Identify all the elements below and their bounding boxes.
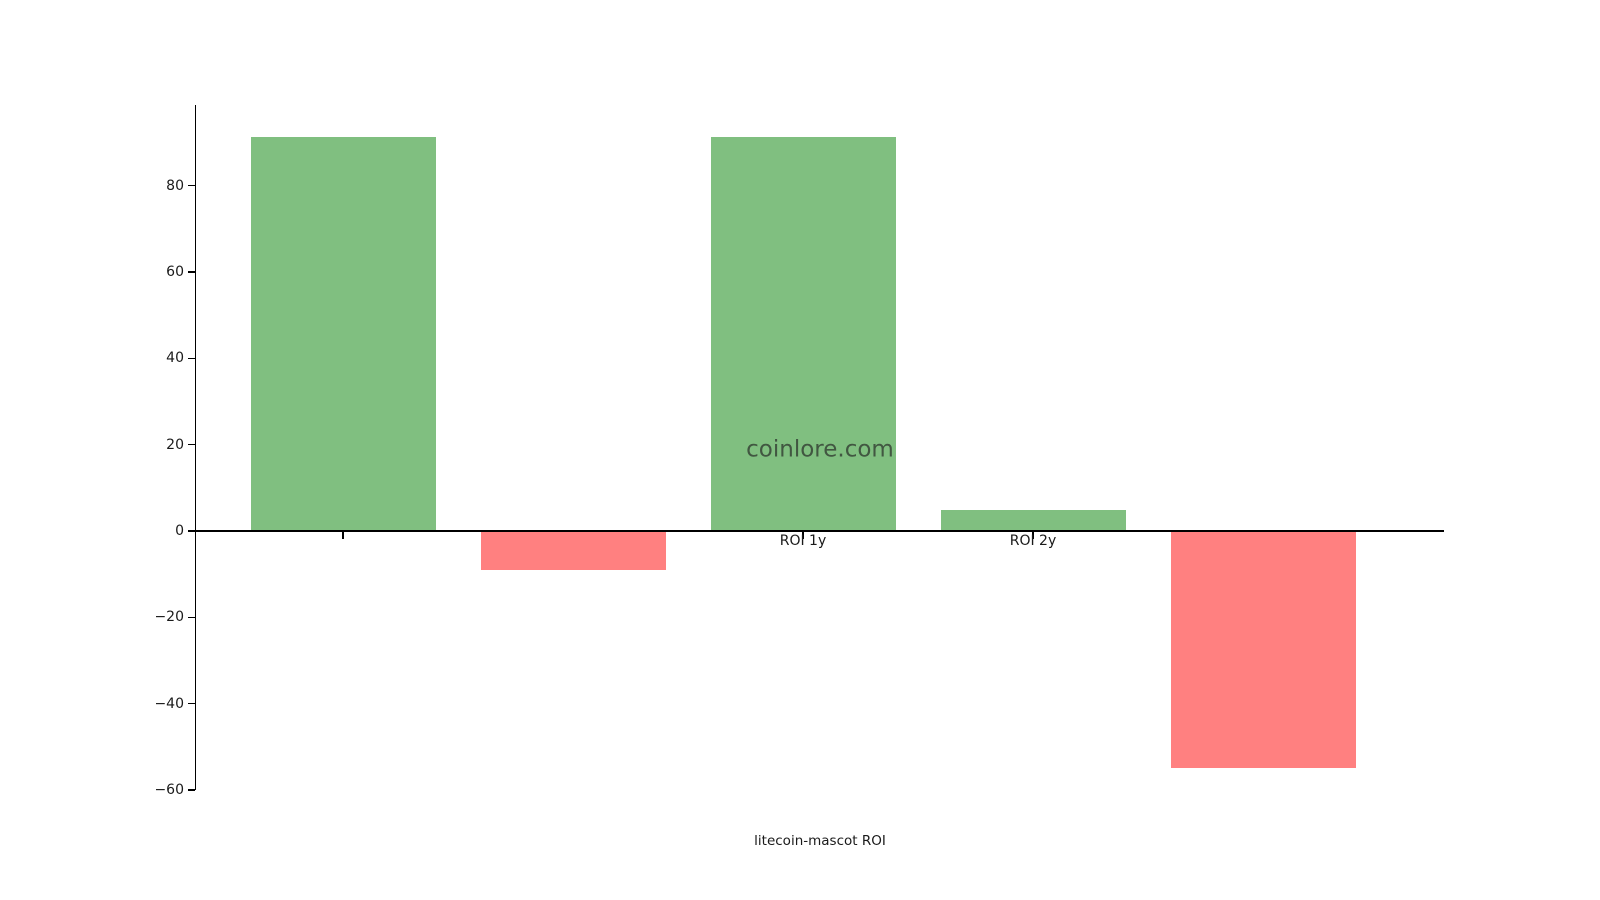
- bar-0: [250, 137, 436, 531]
- y-tick-label-5: −20: [154, 609, 184, 626]
- y-tick-label-7: −60: [154, 781, 184, 798]
- y-tick-label-6: −40: [154, 695, 184, 712]
- y-tick-mark-0: [187, 185, 195, 187]
- y-tick-mark-6: [187, 702, 195, 705]
- x-tick-label-2: ROI 1y: [779, 533, 827, 549]
- y-tick-label-1: 60: [166, 264, 184, 281]
- y-tick-mark-1: [187, 271, 195, 273]
- bar-2: [710, 137, 896, 531]
- y-tick-mark-7: [187, 789, 195, 791]
- y-tick-label-2: 40: [166, 350, 184, 367]
- bar-4: [1170, 531, 1356, 768]
- y-tick-label-3: 20: [166, 436, 184, 453]
- y-axis-line: [194, 105, 196, 790]
- x-tick-mark-2: [802, 531, 804, 539]
- y-tick-mark-3: [187, 444, 195, 446]
- y-tick-label-4: 0: [175, 523, 184, 539]
- x-tick-mark-3: [1032, 531, 1034, 539]
- watermark: coinlore.com: [746, 436, 894, 463]
- bar-3: [940, 509, 1126, 531]
- bar-1: [480, 531, 666, 570]
- x-axis-line: [194, 530, 1444, 532]
- x-tick-label-3: ROI 2y: [1009, 533, 1057, 549]
- x-tick-mark-0: [342, 531, 344, 539]
- y-tick-label-0: 80: [166, 177, 184, 194]
- y-tick-mark-2: [187, 357, 195, 360]
- y-tick-mark-4: [187, 530, 195, 532]
- x-axis-title: litecoin-mascot ROI: [754, 833, 886, 849]
- y-tick-mark-5: [187, 616, 195, 618]
